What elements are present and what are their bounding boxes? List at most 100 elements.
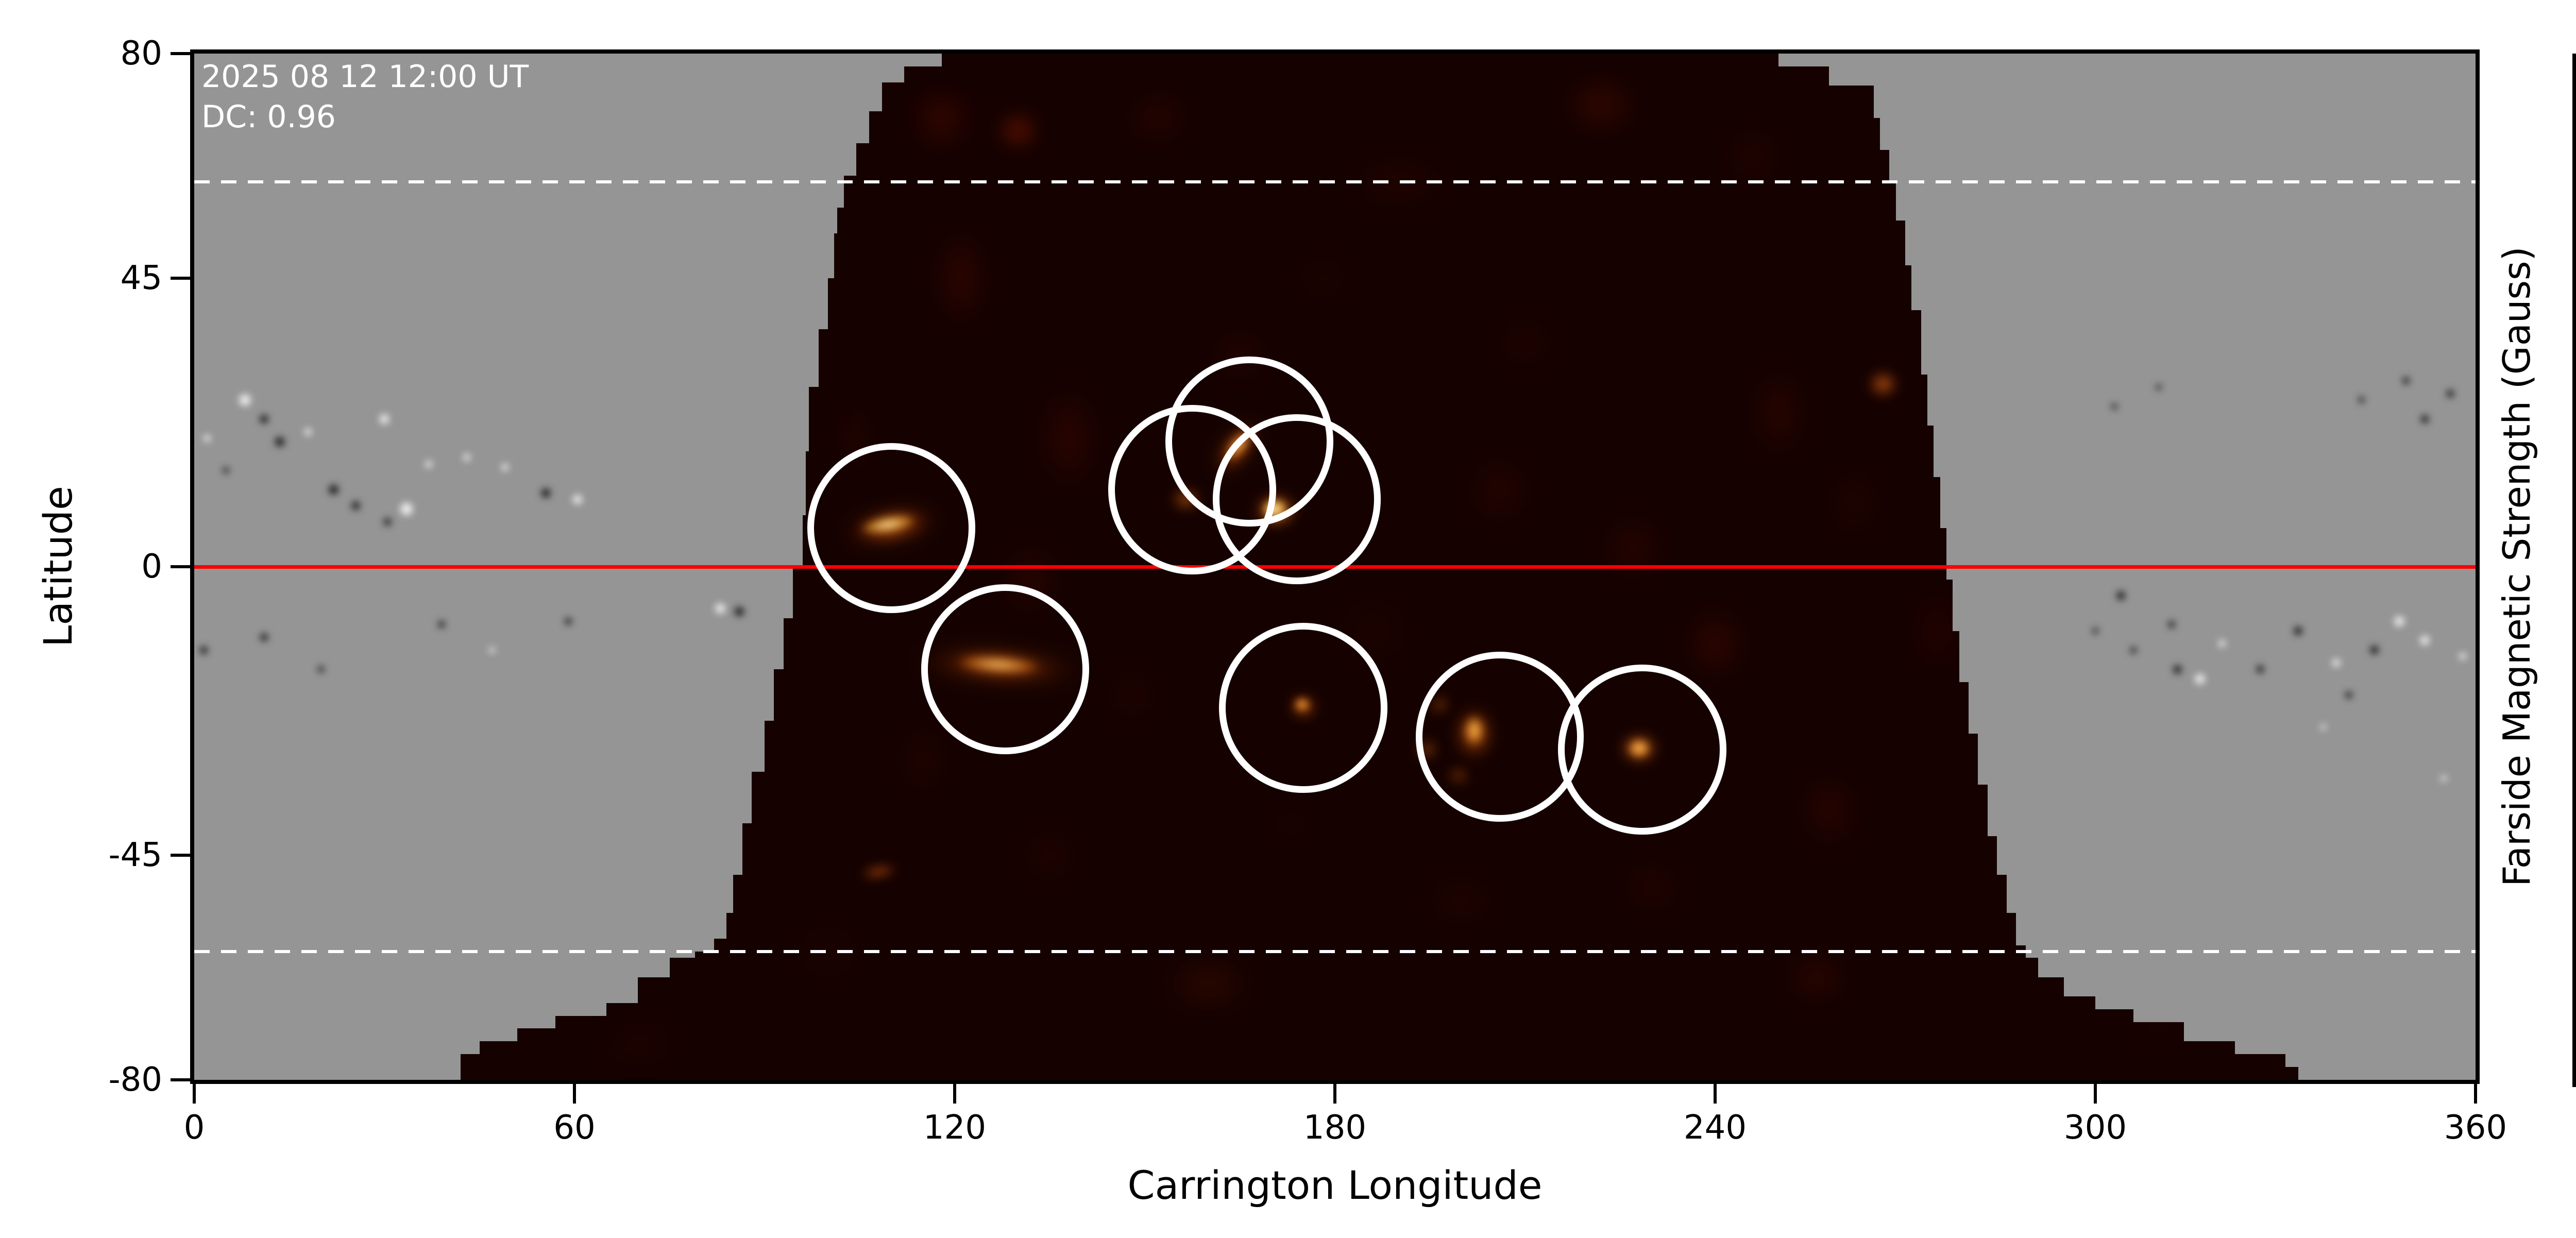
y-tick-mark [171,565,190,568]
y-tick-label: 80 [120,35,162,73]
y-tick-label: -80 [108,1061,162,1099]
farside-shading-blob [1747,335,1810,490]
farside-shading-blob [1911,554,1962,708]
farside-colorbar-title: Farside Magnetic Strength (Gauss) [2495,246,2538,887]
frontside-speck-black [2343,689,2355,701]
frontside-speck-black [257,412,271,427]
annotation-datetime: 2025 08 12 12:00 UT [201,59,529,95]
frontside-speck-black [2113,588,2128,603]
frontside-speck-black [2400,375,2412,386]
frontside-speck-white [2439,773,2449,784]
y-tick-label: 45 [120,259,162,297]
frontside-speck-white [2391,613,2408,630]
farside-shading-blob [1398,868,1525,932]
frontside-speck-white [570,491,585,507]
x-tick-mark [1714,1084,1717,1104]
frontside-speck-black [221,465,231,476]
frontside-speck-white [499,461,511,473]
frontside-speck-black [2171,662,2185,676]
detected-active-region-circle [807,443,976,614]
frontside-speck-black [2291,623,2306,638]
farside-shading-blob [1474,303,1576,381]
farside-active-region-glow [842,854,915,889]
frontside-speck-white [2216,638,2228,650]
y-tick-mark [171,1078,190,1081]
farside-active-region-glow [983,98,1053,163]
frontside-speck-white [201,432,213,445]
farside-shading-blob [897,73,987,163]
x-tick-mark [2474,1084,2477,1104]
x-tick-label: 120 [923,1109,987,1147]
frontside-speck-black [435,618,447,631]
frontside-speck-black [2253,663,2267,676]
frontside-speck-black [2444,387,2457,400]
farside-shading-blob [1791,753,1868,869]
detected-active-region-circle [1219,623,1387,793]
x-tick-mark [1333,1084,1336,1104]
frontside-speck-black [316,664,326,675]
frontside-speck-white [2330,656,2343,670]
dashed-latitude-line [194,180,2476,183]
annotation-dc: DC: 0.96 [201,99,336,135]
farside-shading-blob [1094,650,1171,740]
frontside-speck-white [302,426,314,438]
frontside-speck-black [272,433,288,450]
x-tick-label: 180 [1303,1109,1367,1147]
frontside-speck-white [396,499,417,519]
frontside-speck-black [381,515,394,529]
frontside-speck-white [711,600,728,617]
x-tick-label: 0 [183,1109,205,1147]
frontside-speck-white [376,411,393,428]
x-tick-label: 300 [2063,1109,2127,1147]
frontside-speck-black [562,615,574,627]
y-tick-label: 0 [141,548,162,586]
dashed-latitude-line [194,950,2476,953]
frontside-speck-black [732,604,747,619]
frontside-speck-black [2418,413,2431,426]
farside-active-region-glow [1860,364,1905,403]
frontside-speck-white [235,390,255,410]
detected-active-region-circle [1558,664,1726,835]
frontside-speck-white [2417,633,2433,648]
frontside-speck-white [487,645,497,655]
farside-shading-blob [1278,246,1367,310]
frontside-speck-black [197,643,210,657]
detected-active-region-circle [921,584,1090,755]
frontside-speck-white [423,458,435,470]
farside-shading-blob [1829,445,1880,561]
x-tick-label: 240 [1683,1109,1747,1147]
frontside-speck-white [2191,670,2208,687]
frontside-speck-white [461,452,472,464]
farside-shading-blob [2095,1003,2222,1055]
frontside-speck-black [258,631,270,644]
y-tick-mark [171,52,190,55]
y-tick-mark [171,276,190,280]
frontside-speck-white [2319,722,2328,732]
farside-shading-blob [1715,124,1791,189]
farside-shading-blob [1588,496,1677,599]
farside-shading-blob [1766,945,1868,1010]
farside-shading-blob [568,1015,708,1067]
frontside-speck-white [2457,651,2469,663]
frontside-speck-black [2128,645,2139,655]
frontside-speck-black [2356,395,2367,405]
farside-shading-blob [1449,432,1551,548]
frontside-speck-black [2109,401,2120,411]
frontside-speck-black [349,499,363,513]
x-axis-title: Carrington Longitude [1127,1162,1543,1208]
farside-shading-blob [929,188,993,368]
frontside-speck-black [326,482,342,498]
farside-shading-blob [1544,73,1658,137]
timestamp-annotation: 2025 08 12 12:00 UT DC: 0.96 [201,57,529,137]
y-tick-label: -45 [108,836,162,875]
x-tick-label: 60 [553,1109,596,1147]
frontside-speck-black [2154,382,2163,392]
farside-shading-blob [1252,791,1329,856]
frontside-speck-black [2165,618,2177,631]
x-tick-label: 360 [2444,1109,2507,1147]
frontside-speck-black [2367,643,2381,657]
x-tick-mark [573,1084,576,1104]
farside-shading-blob [1107,86,1208,150]
plot-area: 2025 08 12 12:00 UT DC: 0.96 [194,54,2476,1080]
